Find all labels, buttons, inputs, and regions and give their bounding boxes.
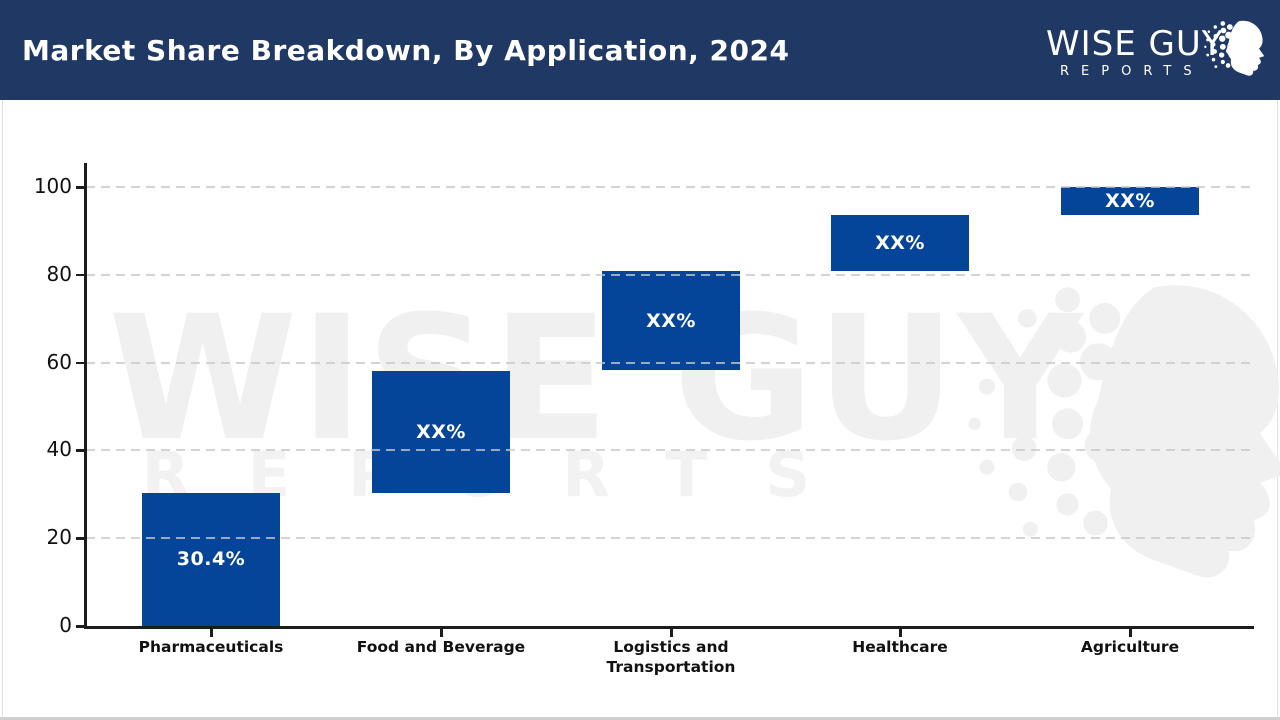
x-tick-mark [898, 628, 902, 637]
x-axis-line [84, 626, 1254, 629]
gridline [86, 273, 1254, 276]
header-bar: Market Share Breakdown, By Application, … [0, 0, 1280, 100]
content-frame [2, 100, 1278, 717]
logo-text-wiseguy: WISE GUY [1046, 24, 1224, 64]
page-title: Market Share Breakdown, By Application, … [22, 33, 790, 67]
category-label: Pharmaceuticals [138, 638, 284, 656]
y-axis-line [84, 163, 87, 629]
category-label: Logistics and Transportation [606, 638, 736, 677]
y-tick-label: 0 [59, 613, 72, 637]
x-tick-mark [669, 628, 673, 637]
y-tick-mark [76, 537, 85, 540]
y-tick-mark [76, 186, 85, 189]
bottom-divider [0, 717, 1280, 720]
y-tick-mark [76, 449, 85, 452]
x-tick-mark [439, 628, 443, 637]
bar-value-label: 30.4% [176, 548, 246, 571]
gridline [86, 186, 1254, 188]
y-tick-label: 100 [33, 174, 72, 198]
y-tick-label: 40 [46, 437, 72, 462]
bar-pharmaceuticals: 30.4% [142, 492, 280, 626]
y-tick-mark [76, 625, 85, 628]
bar-agriculture: XX% [1061, 187, 1199, 216]
gridline [86, 361, 1254, 364]
bar-value-label: XX% [1105, 190, 1155, 213]
y-tick-mark [76, 273, 85, 277]
watermark-face-icon [968, 285, 1280, 578]
bar-logistics-and-transportation: XX% [602, 271, 740, 371]
gridline [86, 449, 1254, 452]
watermark-text-wiseguy: WISE GUY [108, 278, 1085, 479]
category-label: Agriculture [1080, 638, 1180, 656]
y-tick-label: 60 [46, 349, 72, 374]
wise-guy-reports-logo: WISE GUY REPORTS [1016, 8, 1266, 92]
bar-value-label: XX% [646, 309, 696, 332]
y-tick-label: 20 [46, 525, 72, 550]
x-tick-mark [1128, 628, 1132, 637]
bar-food-and-beverage: XX% [372, 370, 510, 493]
x-tick-mark [209, 628, 213, 637]
y-tick-label: 80 [46, 261, 72, 286]
bar-value-label: XX% [416, 420, 466, 443]
category-label: Food and Beverage [356, 638, 526, 656]
bar-value-label: XX% [875, 232, 925, 255]
logo-text-reports: REPORTS [1060, 64, 1204, 79]
bar-healthcare: XX% [831, 215, 969, 272]
gridline [86, 537, 1254, 540]
category-label: Healthcare [852, 638, 948, 656]
logo-face-icon [1204, 20, 1265, 76]
y-tick-mark [76, 361, 85, 365]
